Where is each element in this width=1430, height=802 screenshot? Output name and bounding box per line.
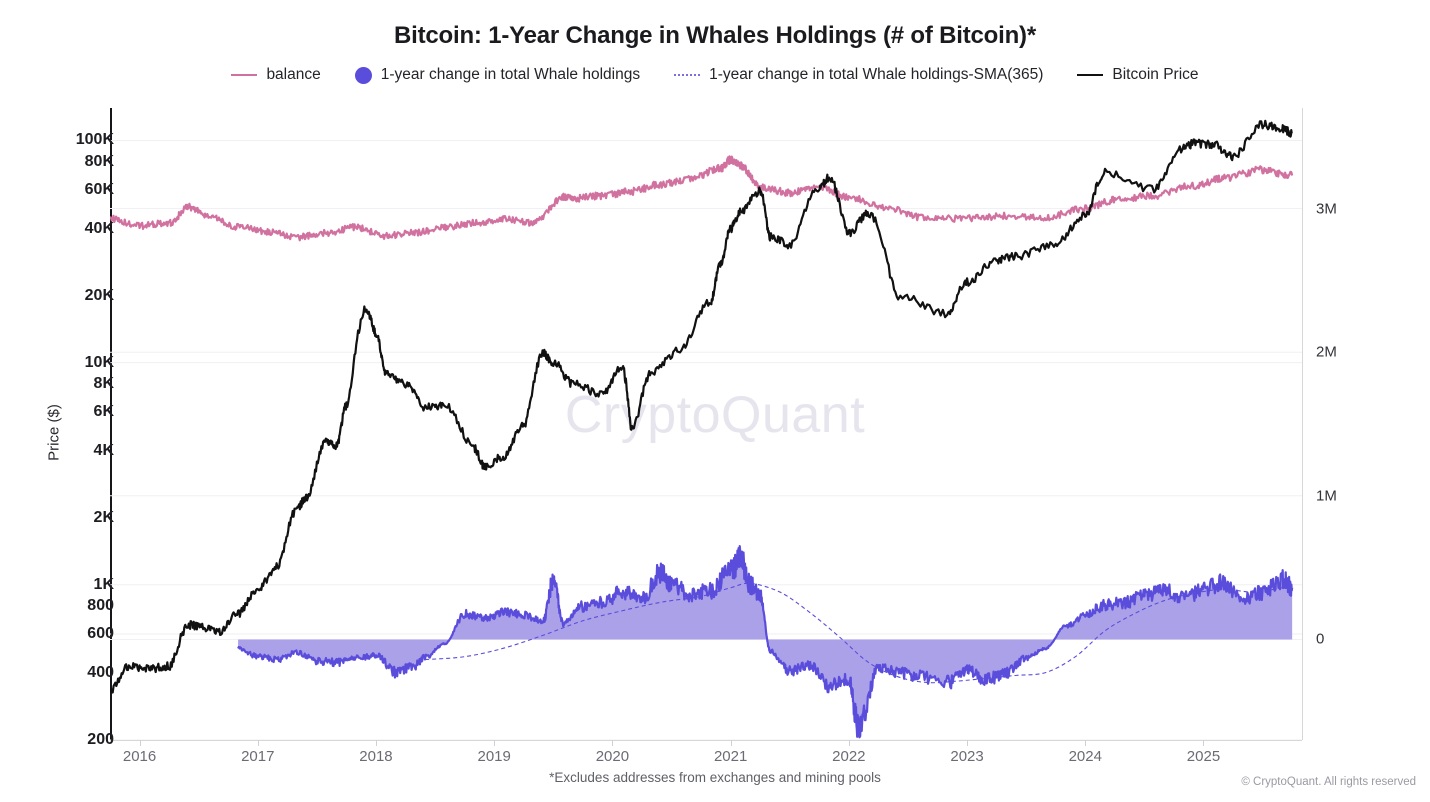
legend-label: Bitcoin Price xyxy=(1112,66,1199,83)
x-axis-tick-label: 2025 xyxy=(1186,748,1221,765)
x-axis-tick-mark xyxy=(730,740,732,746)
footnote: *Excludes addresses from exchanges and m… xyxy=(549,770,881,785)
x-axis-tick-label: 2018 xyxy=(359,748,393,765)
x-axis-tick-mark xyxy=(139,740,141,746)
x-axis-tick-label: 2017 xyxy=(241,748,275,765)
left-axis-tick-label: 8K xyxy=(93,375,114,393)
left-axis-tick-label: 40K xyxy=(84,219,114,237)
left-axis-tick-label: 2K xyxy=(93,508,114,526)
left-axis-tick-label: 1K xyxy=(93,575,114,593)
legend-item-bitcoin-price[interactable]: Bitcoin Price xyxy=(1077,66,1199,84)
x-axis-tick-label: 2016 xyxy=(122,748,157,765)
x-axis-tick-mark xyxy=(612,740,614,746)
legend-item-balance[interactable]: balance xyxy=(231,66,321,84)
x-axis-tick-mark xyxy=(257,740,259,746)
right-axis-spine xyxy=(1302,108,1303,740)
page-title: Bitcoin: 1-Year Change in Whales Holding… xyxy=(394,22,1036,49)
whale-holdings-sma-line xyxy=(425,582,1293,684)
left-axis-tick-label: 800 xyxy=(87,597,114,615)
legend-label: 1-year change in total Whale holdings-SM… xyxy=(709,66,1044,83)
left-axis-spine xyxy=(110,108,112,740)
right-axis-tick-label: 0 xyxy=(1316,630,1325,648)
left-axis-tick-label: 600 xyxy=(87,625,114,642)
x-axis-tick-label: 2024 xyxy=(1068,748,1102,765)
left-axis-tick-label: 100K xyxy=(75,131,114,149)
left-axis-tick-label: 10K xyxy=(84,353,114,371)
line-swatch-icon xyxy=(1077,74,1104,76)
dashed-line-swatch-icon xyxy=(674,74,701,76)
right-axis-tick-label: 3M xyxy=(1316,200,1337,218)
left-axis-tick-label: 200 xyxy=(87,731,114,748)
copyright-notice: © CryptoQuant. All rights reserved xyxy=(1241,776,1416,788)
legend-label: 1-year change in total Whale holdings xyxy=(380,66,641,83)
x-axis-tick-label: 2020 xyxy=(595,748,630,765)
plot-area xyxy=(110,108,1302,740)
whale-holdings-area xyxy=(238,546,1293,738)
left-axis-tick-label: 60K xyxy=(84,180,114,198)
x-axis-tick-mark xyxy=(967,740,969,746)
chart-legend: balance 1-year change in total Whale hol… xyxy=(0,66,1430,84)
x-axis-tick-mark xyxy=(494,740,496,746)
left-axis-tick-label: 4K xyxy=(93,441,114,459)
x-axis-tick-mark xyxy=(848,740,850,746)
x-axis-tick-label: 2019 xyxy=(477,748,511,765)
x-axis-tick-mark xyxy=(375,740,377,746)
x-axis-tick-mark xyxy=(1085,740,1087,746)
legend-label: balance xyxy=(266,66,321,83)
left-axis-tick-label: 400 xyxy=(87,664,114,682)
left-axis-title: Price ($) xyxy=(45,404,63,461)
balance-line xyxy=(110,155,1294,242)
bitcoin-price-line xyxy=(110,119,1293,694)
right-axis-tick-label: 1M xyxy=(1316,487,1337,505)
x-axis-tick-label: 2021 xyxy=(713,748,748,765)
legend-item-whale-holdings[interactable]: 1-year change in total Whale holdings xyxy=(354,66,641,84)
x-axis-tick-label: 2023 xyxy=(950,748,984,765)
line-swatch-icon xyxy=(231,74,258,76)
x-axis-tick-label: 2022 xyxy=(832,748,866,765)
left-axis-tick-label: 6K xyxy=(93,402,114,420)
x-axis-tick-mark xyxy=(1203,740,1205,746)
dot-swatch-icon xyxy=(354,66,372,84)
legend-item-whale-holdings-sma[interactable]: 1-year change in total Whale holdings-SM… xyxy=(674,66,1043,84)
bottom-axis-spine xyxy=(110,740,1302,741)
left-axis-tick-label: 80K xyxy=(84,152,114,170)
chart-canvas xyxy=(110,119,1302,740)
right-axis-tick-label: 2M xyxy=(1316,343,1337,361)
whale-holdings-line xyxy=(237,545,1294,739)
left-axis-tick-label: 20K xyxy=(84,286,114,304)
